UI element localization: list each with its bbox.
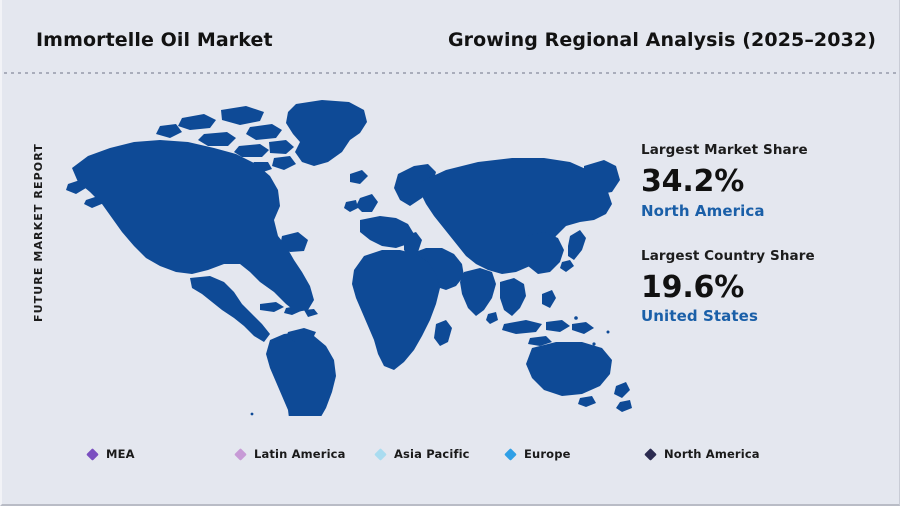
stats-panel: Largest Market Share 34.2% North America… <box>641 142 891 353</box>
stat-label: Largest Country Share <box>641 247 815 264</box>
stat-label: Largest Market Share <box>641 142 808 158</box>
stat-region: United States <box>641 307 758 326</box>
legend-label: Asia Pacific <box>394 447 470 461</box>
legend-label: Latin America <box>254 447 346 461</box>
legend-diamond-icon <box>504 447 517 461</box>
header-bar: Immortelle Oil Market Growing Regional A… <box>2 0 899 74</box>
legend-item-mea: MEA <box>86 447 135 461</box>
world-map-svg <box>66 100 632 416</box>
header-divider <box>4 72 899 74</box>
legend-diamond-icon <box>374 447 387 461</box>
legend-label: Europe <box>524 447 571 461</box>
stat-region: North America <box>641 201 765 220</box>
legend-label: North America <box>664 447 760 461</box>
legend-item-north-america: North America <box>644 447 760 461</box>
map-legend: MEA Latin America Asia Pacific Europe No… <box>86 447 788 467</box>
legend-item-asia-pacific: Asia Pacific <box>374 447 470 461</box>
header-subtitle: Growing Regional Analysis (2025–2032) <box>447 29 876 51</box>
legend-label: MEA <box>106 447 135 461</box>
map-landmasses <box>66 100 632 416</box>
world-map <box>64 96 634 416</box>
page-title: Immortelle Oil Market <box>36 29 273 51</box>
legend-diamond-icon <box>86 447 99 461</box>
legend-item-europe: Europe <box>504 447 571 461</box>
stat-value: 34.2% <box>641 164 745 199</box>
legend-diamond-icon <box>234 447 247 461</box>
legend-diamond-icon <box>644 447 657 461</box>
legend-item-latin-america: Latin America <box>234 447 346 461</box>
stat-largest-country-share: Largest Country Share 19.6% United State… <box>641 248 891 326</box>
vertical-watermark-label: FUTURE MARKET REPORT <box>32 143 45 322</box>
stat-value: 19.6% <box>641 269 745 305</box>
stat-largest-market-share: Largest Market Share 34.2% North America <box>641 142 891 220</box>
